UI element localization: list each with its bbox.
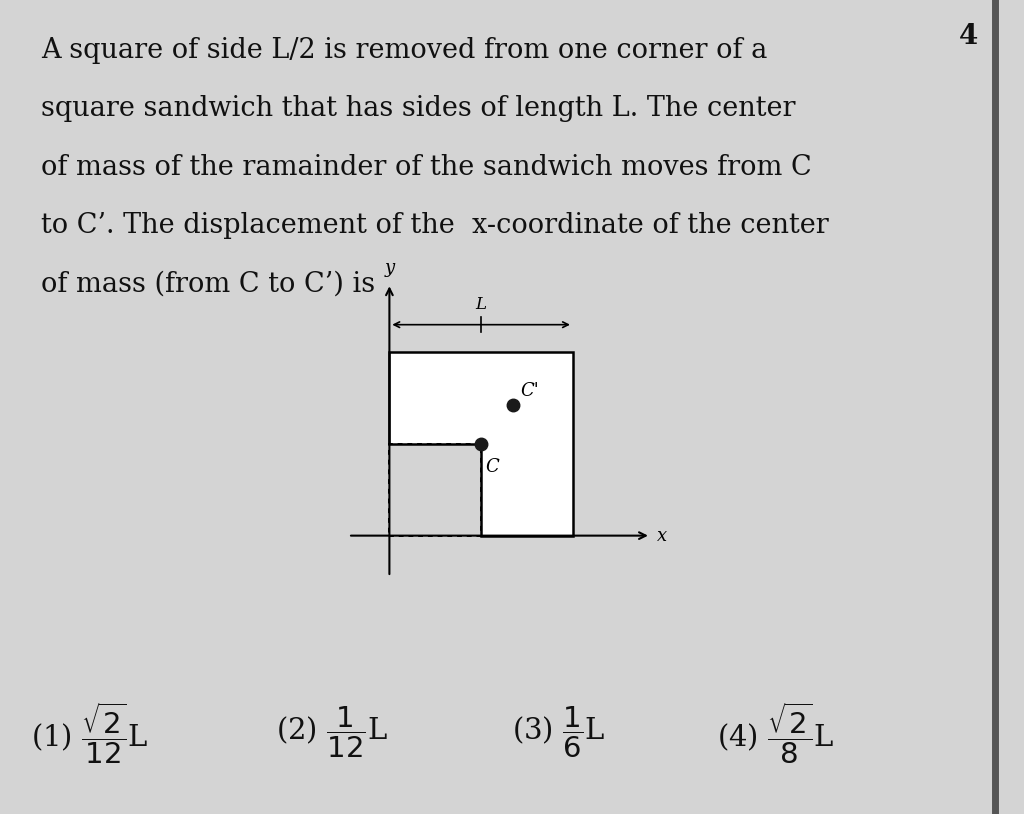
Text: L: L [475,295,486,313]
Text: (2) $\dfrac{1}{12}$L: (2) $\dfrac{1}{12}$L [276,705,388,760]
Text: of mass of the ramainder of the sandwich moves from C: of mass of the ramainder of the sandwich… [41,154,812,181]
Text: (1) $\dfrac{\sqrt{2}}{12}$L: (1) $\dfrac{\sqrt{2}}{12}$L [31,700,148,765]
Text: (4) $\dfrac{\sqrt{2}}{8}$L: (4) $\dfrac{\sqrt{2}}{8}$L [717,700,835,765]
Bar [389,444,481,536]
Polygon shape [389,352,572,536]
Text: y: y [384,259,394,277]
Text: A square of side L/2 is removed from one corner of a: A square of side L/2 is removed from one… [41,37,767,63]
Text: C: C [485,457,500,475]
Text: of mass (from C to C’) is: of mass (from C to C’) is [41,271,375,298]
Text: to C’. The displacement of the  x-coordinate of the center: to C’. The displacement of the x-coordin… [41,212,828,239]
Text: C': C' [520,382,540,400]
Text: (3) $\dfrac{1}{6}$L: (3) $\dfrac{1}{6}$L [512,705,605,760]
Text: 4: 4 [958,23,978,50]
Text: x: x [657,527,668,545]
Text: square sandwich that has sides of length L. The center: square sandwich that has sides of length… [41,95,796,122]
